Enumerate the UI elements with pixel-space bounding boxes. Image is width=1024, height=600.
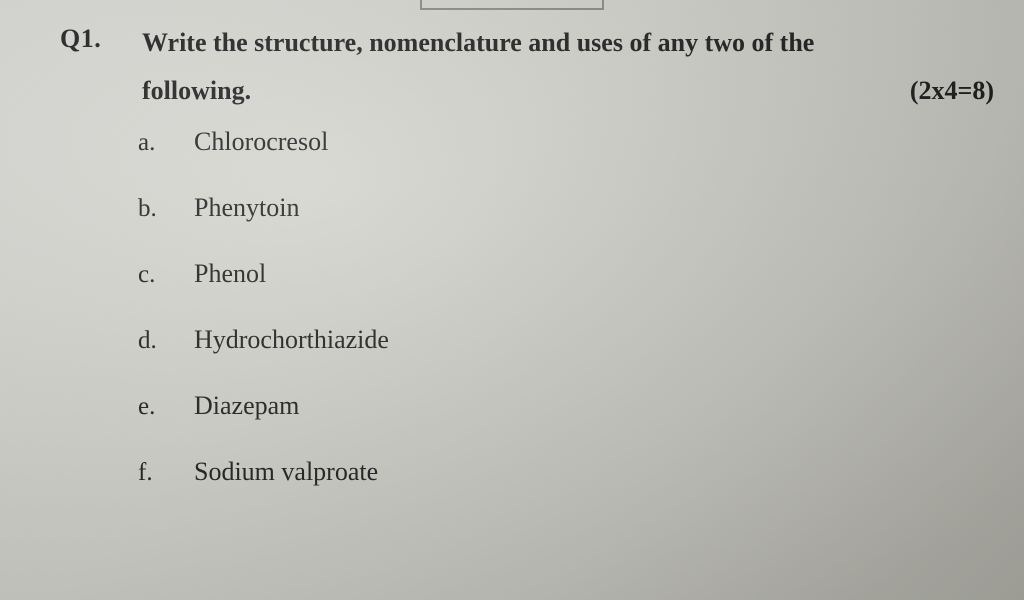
question-marks: (2x4=8) [910, 72, 994, 110]
question-line1: Write the structure, nomenclature and us… [142, 24, 964, 62]
question-line2: following. [142, 72, 251, 110]
option-letter: f. [138, 459, 168, 487]
option-c: c. Phenol [138, 259, 964, 289]
option-text: Chlorocresol [194, 127, 328, 157]
option-b: b. Phenytoin [138, 193, 964, 223]
question-line2-row: following. (2x4=8) [142, 72, 964, 110]
cropped-box-fragment [420, 0, 604, 10]
option-f: f. Sodium valproate [138, 457, 964, 487]
option-text: Hydrochorthiazide [194, 325, 389, 355]
option-letter: b. [138, 195, 168, 223]
option-letter: e. [138, 393, 168, 421]
option-letter: a. [138, 129, 168, 157]
exam-page: Q1. Write the structure, nomenclature an… [0, 0, 1024, 600]
option-letter: c. [138, 261, 168, 289]
option-text: Phenol [194, 259, 266, 289]
option-letter: d. [138, 327, 168, 355]
question-label: Q1. [60, 24, 114, 54]
option-d: d. Hydrochorthiazide [138, 325, 964, 355]
question-row: Q1. Write the structure, nomenclature an… [60, 24, 964, 109]
option-e: e. Diazepam [138, 391, 964, 421]
question-text: Write the structure, nomenclature and us… [142, 24, 964, 109]
option-a: a. Chlorocresol [138, 127, 964, 157]
option-text: Diazepam [194, 391, 299, 421]
option-text: Phenytoin [194, 193, 299, 223]
option-text: Sodium valproate [194, 457, 378, 487]
options-list: a. Chlorocresol b. Phenytoin c. Phenol d… [138, 127, 964, 487]
